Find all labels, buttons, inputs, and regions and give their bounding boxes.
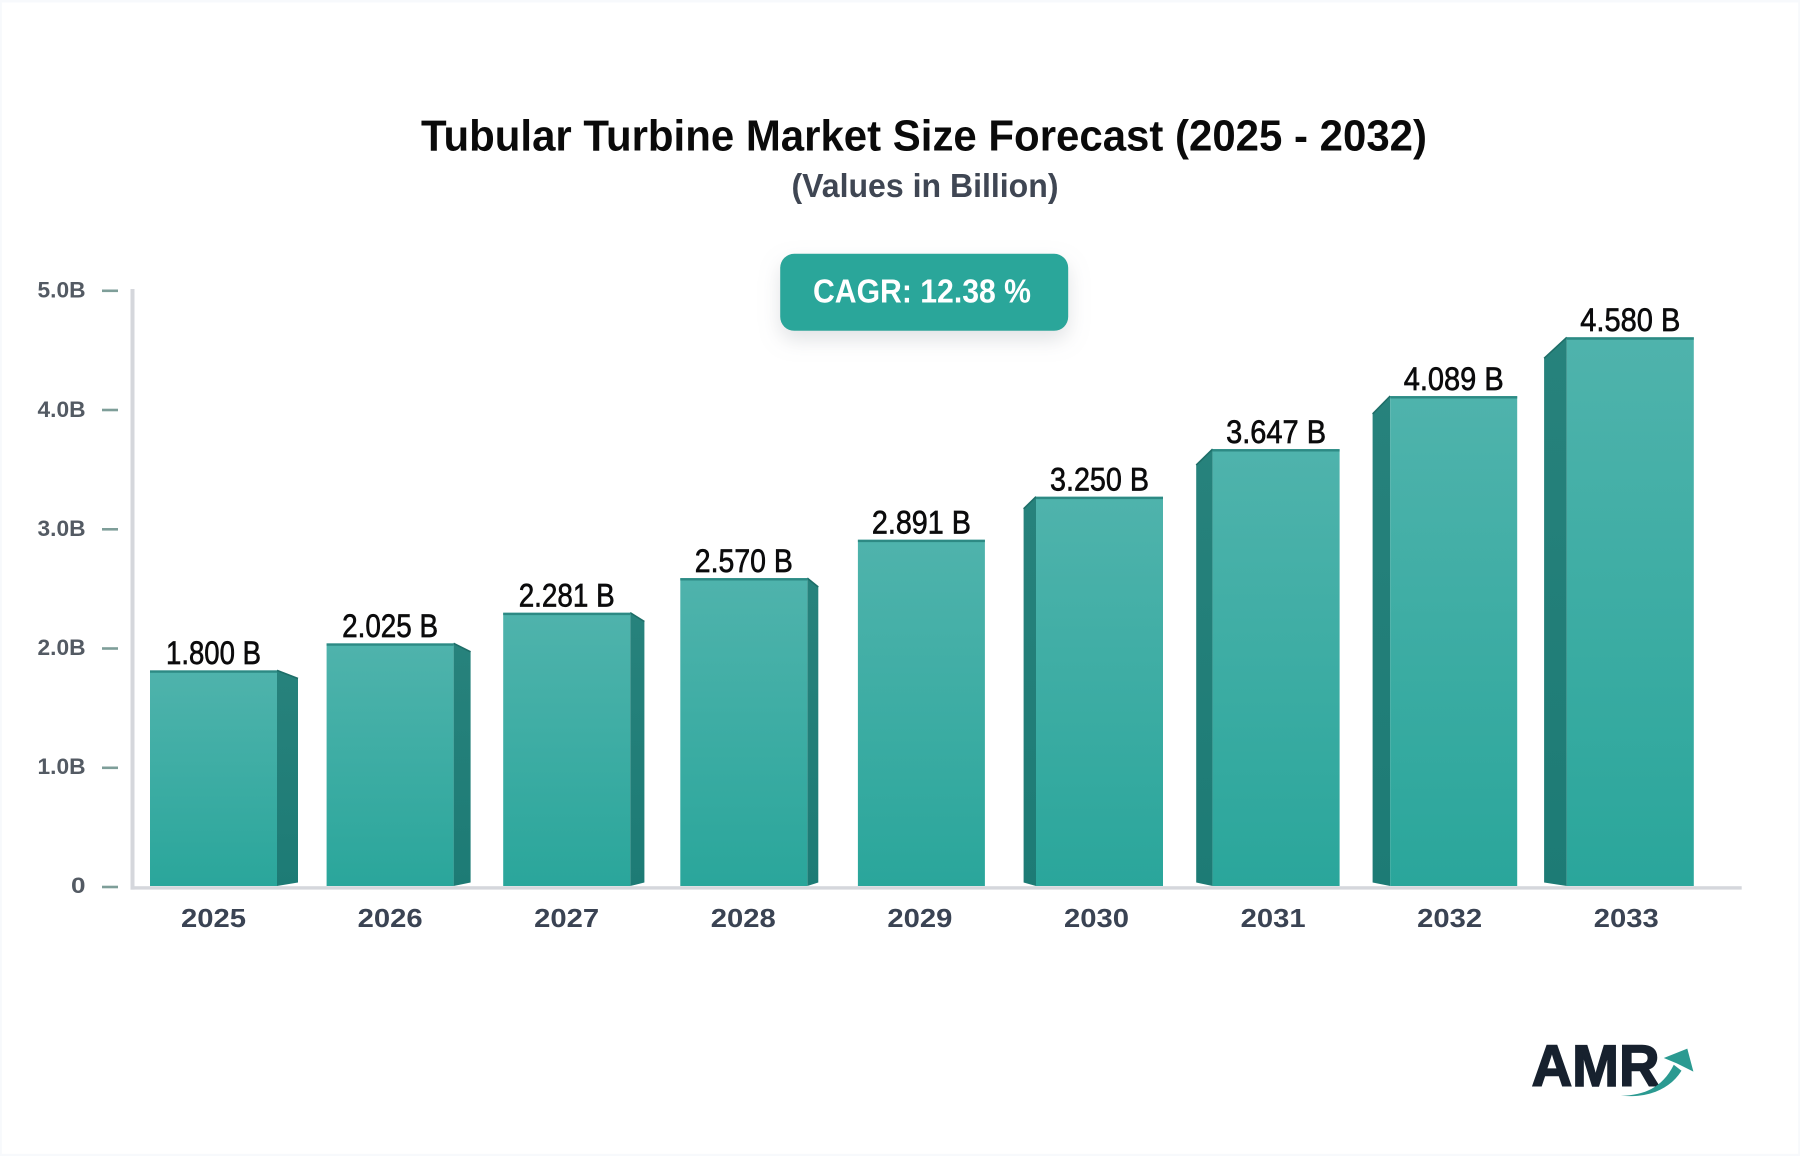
svg-text:2.570 B: 2.570 B <box>695 543 793 579</box>
svg-text:2025: 2025 <box>181 903 246 933</box>
svg-text:2.0B: 2.0B <box>38 635 86 660</box>
svg-text:4.089 B: 4.089 B <box>1404 361 1504 397</box>
svg-text:3.250 B: 3.250 B <box>1050 462 1149 498</box>
svg-text:(Values in Billion): (Values in Billion) <box>792 167 1059 204</box>
svg-text:1.0B: 1.0B <box>38 754 86 779</box>
svg-text:2028: 2028 <box>711 903 776 933</box>
svg-text:0: 0 <box>71 873 86 898</box>
svg-text:4.580 B: 4.580 B <box>1580 302 1680 338</box>
svg-text:2029: 2029 <box>887 903 952 933</box>
svg-text:2.891 B: 2.891 B <box>872 505 971 541</box>
svg-text:5.0B: 5.0B <box>38 278 86 303</box>
svg-text:2.025 B: 2.025 B <box>342 608 438 644</box>
svg-text:Tubular Turbine Market Size Fo: Tubular Turbine Market Size Forecast (20… <box>421 112 1427 161</box>
svg-text:2031: 2031 <box>1241 903 1306 933</box>
svg-text:3.647 B: 3.647 B <box>1226 414 1326 450</box>
svg-text:2033: 2033 <box>1594 903 1659 933</box>
svg-text:3.0B: 3.0B <box>38 516 86 541</box>
svg-text:2.281 B: 2.281 B <box>519 578 615 614</box>
svg-text:2027: 2027 <box>534 903 599 933</box>
svg-text:2032: 2032 <box>1417 903 1482 933</box>
svg-text:2026: 2026 <box>358 903 423 933</box>
svg-text:1.800 B: 1.800 B <box>166 635 261 671</box>
svg-text:AMR: AMR <box>1532 1034 1660 1099</box>
svg-text:CAGR: 12.38 %: CAGR: 12.38 % <box>813 273 1031 310</box>
svg-text:4.0B: 4.0B <box>38 397 86 422</box>
svg-text:2030: 2030 <box>1064 903 1129 933</box>
